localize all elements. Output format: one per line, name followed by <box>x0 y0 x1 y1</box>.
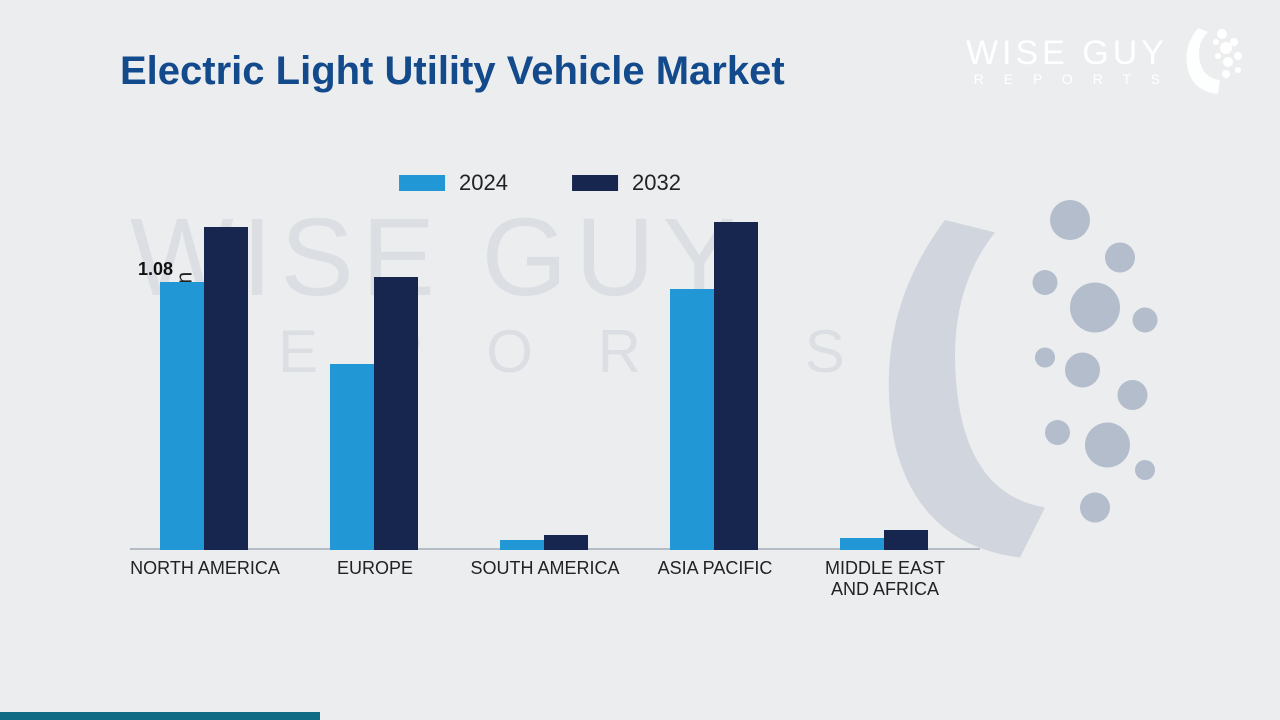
bottom-accent-bar <box>0 712 320 720</box>
bar-2024 <box>500 540 544 550</box>
bar-2032 <box>544 535 588 550</box>
brand-head-icon <box>1178 20 1248 100</box>
brand-logo: WISE GUY R E P O R T S <box>966 20 1248 100</box>
report-canvas: WISE GUY R E P O R T S Electric Light Ut… <box>0 0 1280 720</box>
bar-2024 <box>160 282 204 550</box>
brand-main: WISE GUY <box>966 34 1168 73</box>
bar-2024 <box>330 364 374 550</box>
bar-value-label: 1.08 <box>138 259 173 280</box>
category-label: SOUTH AMERICA <box>470 558 620 579</box>
bar-2024 <box>670 289 714 550</box>
category-label: MIDDLE EAST AND AFRICA <box>810 558 960 599</box>
legend-swatch-2032 <box>572 175 618 191</box>
bar-2032 <box>374 277 418 550</box>
chart-title: Electric Light Utility Vehicle Market <box>120 48 785 94</box>
bar-chart: Market Size in USD Billion 2024 2032 NOR… <box>100 190 980 610</box>
legend-swatch-2024 <box>399 175 445 191</box>
brand-sub: R E P O R T S <box>966 71 1168 87</box>
category-label: ASIA PACIFIC <box>640 558 790 579</box>
category-label: NORTH AMERICA <box>130 558 280 579</box>
plot-area: NORTH AMERICAEUROPESOUTH AMERICAASIA PAC… <box>130 190 980 550</box>
bar-2024 <box>840 538 884 550</box>
bar-2032 <box>204 227 248 550</box>
category-label: EUROPE <box>300 558 450 579</box>
bar-2032 <box>714 222 758 550</box>
bar-2032 <box>884 530 928 550</box>
